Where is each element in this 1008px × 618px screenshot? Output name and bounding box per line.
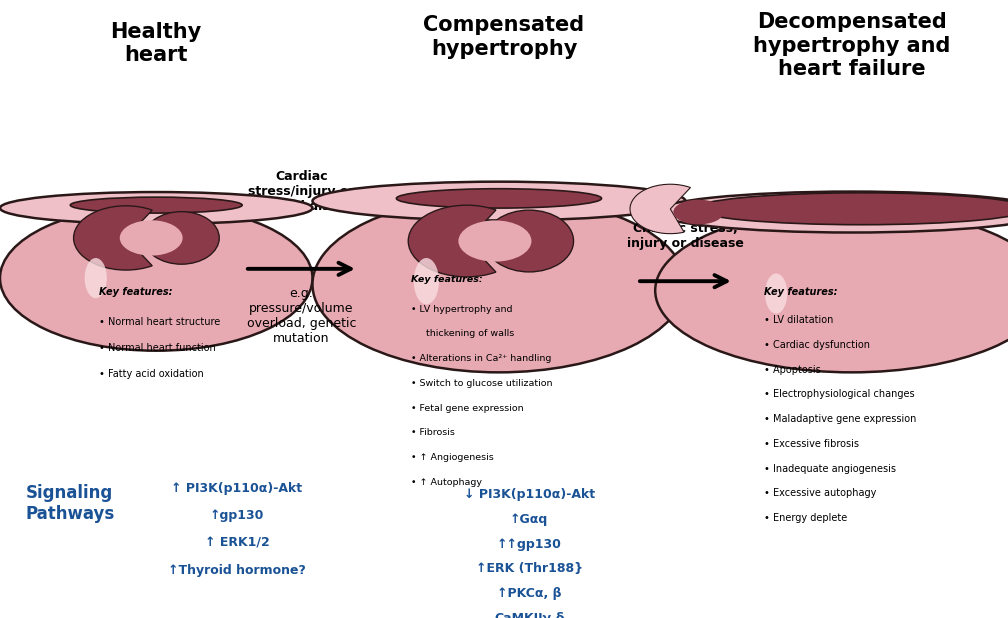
Ellipse shape [0, 192, 312, 224]
Ellipse shape [85, 258, 107, 298]
Ellipse shape [120, 220, 182, 256]
Text: Key features:: Key features: [764, 287, 838, 297]
Text: • Cardiac dysfunction: • Cardiac dysfunction [764, 340, 870, 350]
Text: ↓ PI3K(p110α)-Akt: ↓ PI3K(p110α)-Akt [464, 488, 595, 501]
Text: • Inadequate angiogenesis: • Inadequate angiogenesis [764, 464, 896, 473]
Text: • LV hypertrophy and: • LV hypertrophy and [411, 305, 513, 314]
Text: ↑↑gp130: ↑↑gp130 [497, 538, 561, 551]
Text: • Normal heart structure: • Normal heart structure [99, 317, 220, 327]
Text: Decompensated
hypertrophy and
heart failure: Decompensated hypertrophy and heart fail… [753, 12, 951, 78]
Text: Signaling
Pathways: Signaling Pathways [25, 485, 115, 523]
Text: • Apoptosis: • Apoptosis [764, 365, 821, 375]
Ellipse shape [655, 192, 1008, 232]
Wedge shape [630, 184, 690, 234]
Ellipse shape [655, 208, 1008, 372]
Text: ↑PKCα, β: ↑PKCα, β [497, 587, 561, 600]
Text: • Maladaptive gene expression: • Maladaptive gene expression [764, 414, 916, 424]
Text: • Fatty acid oxidation: • Fatty acid oxidation [99, 369, 204, 379]
Ellipse shape [485, 210, 574, 272]
Text: • Electrophysiological changes: • Electrophysiological changes [764, 389, 914, 399]
Text: • ↑ Angiogenesis: • ↑ Angiogenesis [411, 453, 494, 462]
Text: Key features:: Key features: [411, 275, 483, 284]
Text: • Energy deplete: • Energy deplete [764, 513, 848, 523]
Ellipse shape [396, 188, 602, 208]
Text: Key features:: Key features: [99, 287, 172, 297]
Text: ↑Gαq: ↑Gαq [510, 513, 548, 526]
Ellipse shape [459, 221, 531, 261]
Ellipse shape [673, 200, 724, 224]
Text: • Excessive fibrosis: • Excessive fibrosis [764, 439, 859, 449]
Wedge shape [74, 206, 152, 270]
Ellipse shape [312, 196, 685, 372]
Ellipse shape [312, 182, 685, 221]
Text: ↑gp130: ↑gp130 [210, 509, 264, 522]
Text: • Alterations in Ca²⁺ handling: • Alterations in Ca²⁺ handling [411, 354, 551, 363]
Text: thickening of walls: thickening of walls [426, 329, 515, 339]
Text: CaMKIIγ,δ: CaMKIIγ,δ [494, 612, 564, 618]
Text: ↑ PI3K(p110α)-Akt: ↑ PI3K(p110α)-Akt [171, 482, 302, 495]
Ellipse shape [413, 258, 439, 304]
Ellipse shape [71, 197, 242, 213]
Text: • Fetal gene expression: • Fetal gene expression [411, 404, 524, 413]
Text: e.g.
pressure/volume
overload, genetic
mutation: e.g. pressure/volume overload, genetic m… [247, 287, 356, 345]
Ellipse shape [765, 273, 787, 313]
Ellipse shape [695, 193, 1008, 225]
Text: ↑ERK (Thr188}: ↑ERK (Thr188} [476, 562, 583, 575]
Text: • Switch to glucose utilization: • Switch to glucose utilization [411, 379, 552, 388]
Text: • Fibrosis: • Fibrosis [411, 428, 456, 438]
Ellipse shape [0, 205, 312, 350]
Text: • ↑ Autophagy: • ↑ Autophagy [411, 478, 482, 487]
Text: • Normal heart function: • Normal heart function [99, 343, 216, 353]
Text: ↑Thyroid hormone?: ↑Thyroid hormone? [168, 564, 305, 577]
Text: • Excessive autophagy: • Excessive autophagy [764, 488, 876, 498]
Text: ↑ ERK1/2: ↑ ERK1/2 [205, 536, 269, 549]
Text: Cardiac
stress/injury or
inherited disease: Cardiac stress/injury or inherited disea… [241, 170, 362, 213]
Ellipse shape [143, 211, 220, 264]
Wedge shape [408, 205, 496, 277]
Text: Chronic stress,
injury or disease: Chronic stress, injury or disease [627, 222, 744, 250]
Text: • LV dilatation: • LV dilatation [764, 315, 834, 325]
Text: Healthy
heart: Healthy heart [111, 22, 202, 65]
Text: Compensated
hypertrophy: Compensated hypertrophy [423, 15, 585, 59]
